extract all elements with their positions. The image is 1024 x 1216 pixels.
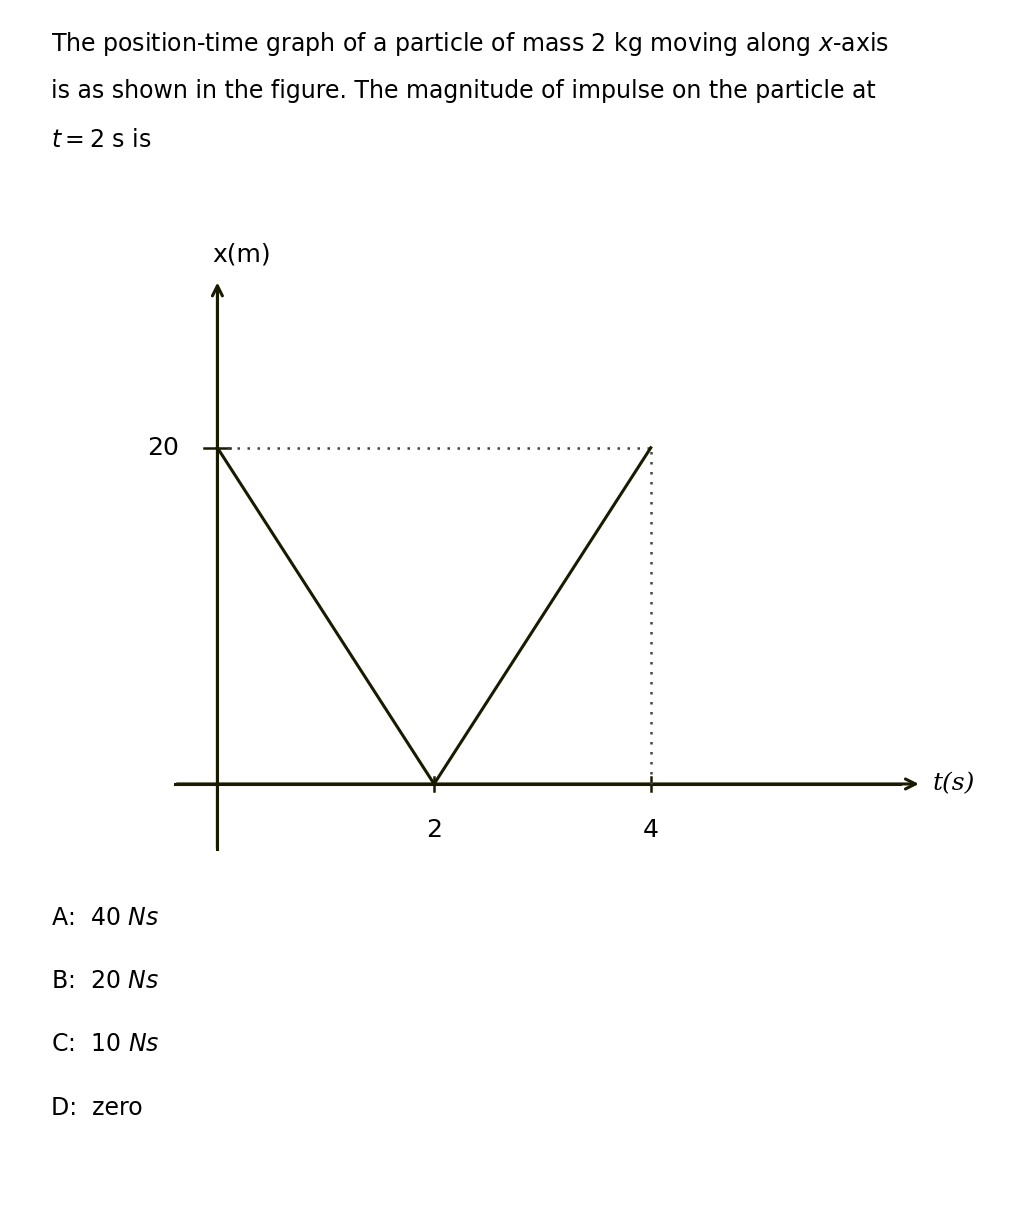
- Text: The position-time graph of a particle of mass 2 kg moving along $x$-axis: The position-time graph of a particle of…: [51, 30, 889, 58]
- Text: $t = 2$ s is: $t = 2$ s is: [51, 128, 152, 152]
- Text: is as shown in the figure. The magnitude of impulse on the particle at: is as shown in the figure. The magnitude…: [51, 79, 876, 103]
- Text: A:  40 $Ns$: A: 40 $Ns$: [51, 906, 160, 930]
- Text: C:  10 $Ns$: C: 10 $Ns$: [51, 1032, 160, 1057]
- Text: 4: 4: [643, 817, 658, 841]
- Text: D:  zero: D: zero: [51, 1096, 142, 1120]
- Text: x(m): x(m): [212, 242, 270, 266]
- Text: 2: 2: [426, 817, 442, 841]
- Text: t(s): t(s): [933, 772, 975, 795]
- Text: 20: 20: [147, 435, 179, 460]
- Text: B:  20 $Ns$: B: 20 $Ns$: [51, 969, 160, 993]
